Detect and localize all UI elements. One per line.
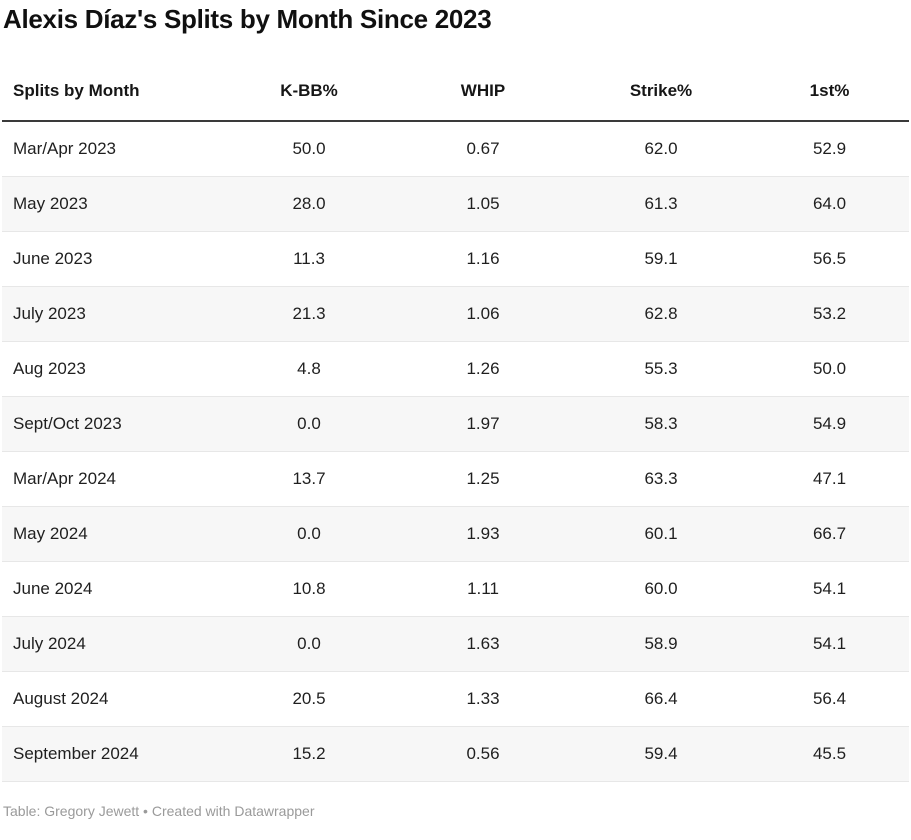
column-header-splits-by-month: Splits by Month	[2, 62, 224, 122]
value-cell: 13.7	[292, 469, 326, 488]
value-cell: 56.5	[812, 249, 847, 268]
value-cell: 0.0	[297, 414, 321, 433]
value-cell: 54.1	[812, 579, 847, 598]
chart-title: Alexis Díaz's Splits by Month Since 2023	[3, 4, 492, 34]
row-label-cell: August 2024	[13, 689, 109, 708]
table-row: May 2023 28.0 1.05 61.3 64.0	[2, 176, 909, 232]
value-cell: 45.5	[812, 744, 847, 763]
value-cell: 1.06	[466, 304, 500, 323]
value-cell: 1.25	[466, 469, 500, 488]
value-cell: 1.26	[466, 359, 500, 378]
value-cell: 66.4	[644, 689, 678, 708]
value-cell: 0.67	[466, 139, 500, 158]
value-cell: 66.7	[812, 524, 847, 543]
value-cell: 61.3	[644, 194, 678, 213]
value-cell: 58.9	[644, 634, 678, 653]
value-cell: 53.2	[812, 304, 847, 323]
column-header-whip: WHIP	[394, 62, 572, 122]
value-cell: 10.8	[292, 579, 326, 598]
value-cell: 60.0	[644, 579, 678, 598]
table-row: Sept/Oct 2023 0.0 1.97 58.3 54.9	[2, 396, 909, 452]
header-row: Splits by Month K-BB% WHIP Strike% 1st%	[2, 62, 909, 122]
value-cell: 15.2	[292, 744, 326, 763]
table-row: July 2024 0.0 1.63 58.9 54.1	[2, 616, 909, 672]
value-cell: 1.63	[466, 634, 500, 653]
value-cell: 0.0	[297, 634, 321, 653]
table-row: May 2024 0.0 1.93 60.1 66.7	[2, 506, 909, 562]
value-cell: 1.11	[467, 579, 499, 598]
value-cell: 58.3	[644, 414, 678, 433]
row-label-cell: Mar/Apr 2024	[13, 469, 116, 488]
value-cell: 11.3	[293, 249, 325, 268]
value-cell: 20.5	[292, 689, 326, 708]
row-label-cell: Sept/Oct 2023	[13, 414, 122, 433]
value-cell: 55.3	[644, 359, 678, 378]
table-footer-credit: Table: Gregory Jewett • Created with Dat…	[3, 803, 315, 819]
value-cell: 47.1	[812, 469, 847, 488]
value-cell: 1.33	[466, 689, 500, 708]
table-row: September 2024 15.2 0.56 59.4 45.5	[2, 726, 909, 782]
row-label-cell: June 2024	[13, 579, 93, 598]
row-label-cell: July 2023	[13, 304, 86, 323]
value-cell: 64.0	[812, 194, 847, 213]
row-label-cell: Aug 2023	[13, 359, 86, 378]
value-cell: 54.1	[812, 634, 847, 653]
column-header-strike-pct: Strike%	[572, 62, 750, 122]
table-row: July 2023 21.3 1.06 62.8 53.2	[2, 286, 909, 342]
value-cell: 50.0	[812, 359, 847, 378]
value-cell: 62.0	[644, 139, 678, 158]
splits-by-month-table: Splits by Month K-BB% WHIP Strike% 1st% …	[2, 62, 909, 782]
value-cell: 0.56	[466, 744, 500, 763]
value-cell: 1.97	[466, 414, 500, 433]
value-cell: 21.3	[292, 304, 326, 323]
value-cell: 56.4	[812, 689, 847, 708]
row-label-cell: Mar/Apr 2023	[13, 139, 116, 158]
value-cell: 59.1	[644, 249, 678, 268]
table-row: June 2023 11.3 1.16 59.1 56.5	[2, 231, 909, 287]
table-row: June 2024 10.8 1.11 60.0 54.1	[2, 561, 909, 617]
value-cell: 52.9	[812, 139, 847, 158]
row-label-cell: June 2023	[13, 249, 93, 268]
table-row: August 2024 20.5 1.33 66.4 56.4	[2, 671, 909, 727]
value-cell: 0.0	[297, 524, 321, 543]
value-cell: 59.4	[644, 744, 678, 763]
value-cell: 1.05	[466, 194, 500, 213]
value-cell: 1.93	[466, 524, 500, 543]
row-label-cell: July 2024	[13, 634, 86, 653]
table-row: Mar/Apr 2023 50.0 0.67 62.0 52.9	[2, 121, 909, 177]
row-label-cell: September 2024	[13, 744, 139, 763]
value-cell: 50.0	[292, 139, 326, 158]
value-cell: 4.8	[297, 359, 321, 378]
value-cell: 63.3	[644, 469, 678, 488]
value-cell: 62.8	[644, 304, 678, 323]
value-cell: 60.1	[644, 524, 678, 543]
value-cell: 1.16	[466, 249, 500, 268]
column-header-1st-pct: 1st%	[750, 62, 909, 122]
row-label-cell: May 2024	[13, 524, 88, 543]
value-cell: 28.0	[292, 194, 326, 213]
row-label-cell: May 2023	[13, 194, 88, 213]
table-body: Mar/Apr 2023 50.0 0.67 62.0 52.9 May 2023 28.0…	[2, 121, 909, 782]
table-row: Mar/Apr 2024 13.7 1.25 63.3 47.1	[2, 451, 909, 507]
table-row: Aug 2023 4.8 1.26 55.3 50.0	[2, 341, 909, 397]
datawrapper-table-page: Alexis Díaz's Splits by Month Since 2023…	[2, 4, 909, 819]
value-cell: 54.9	[812, 414, 847, 433]
column-header-k-bb-pct: K-BB%	[224, 62, 394, 122]
